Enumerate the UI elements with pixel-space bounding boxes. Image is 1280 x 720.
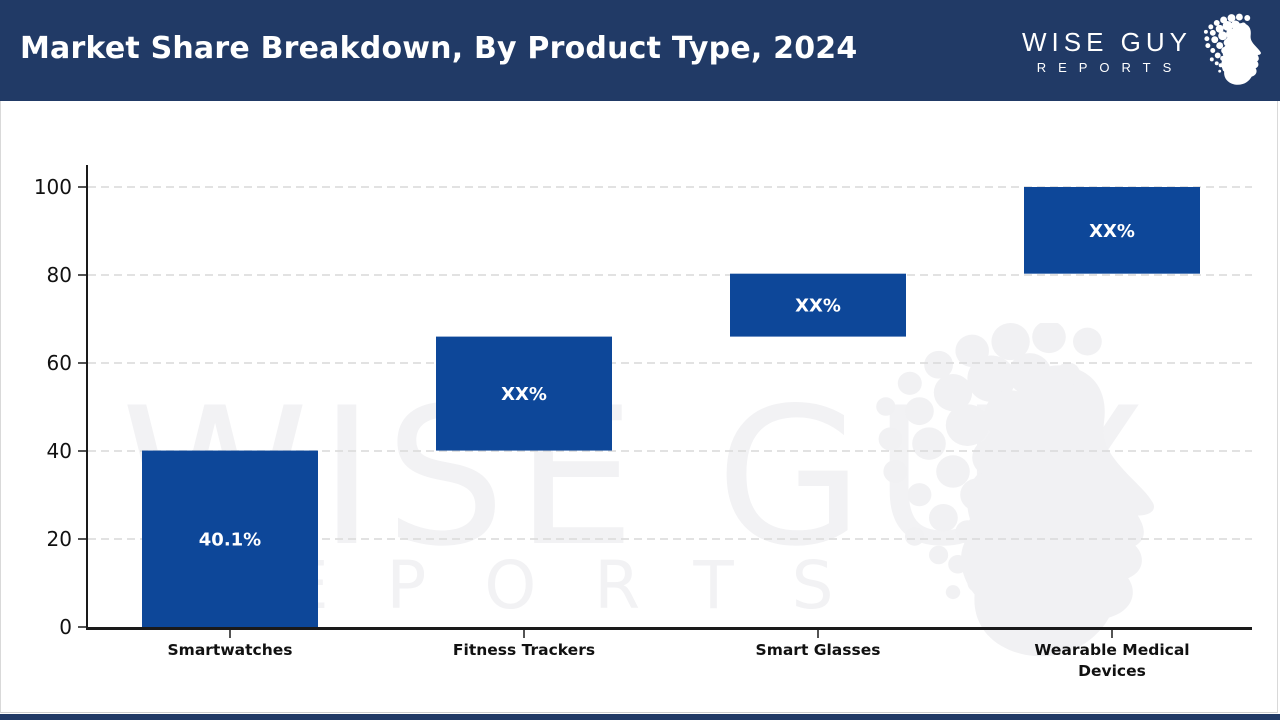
chart-region: WISE GUY REPORTS bbox=[0, 101, 1278, 713]
logo-text: WISE GUY REPORTS bbox=[1022, 28, 1192, 75]
logo-subtitle: REPORTS bbox=[1036, 59, 1184, 75]
logo-wise-guy-reports: WISE GUY REPORTS bbox=[1022, 6, 1266, 98]
chart-title: Market Share Breakdown, By Product Type,… bbox=[20, 31, 858, 66]
logo-head-icon bbox=[1203, 13, 1261, 85]
watermark-head-icon bbox=[876, 323, 1154, 657]
header: Market Share Breakdown, By Product Type,… bbox=[0, 0, 1280, 101]
footer-bar bbox=[0, 714, 1280, 720]
watermark-reports: REPORTS bbox=[183, 547, 892, 624]
logo-wordmark: WISE GUY bbox=[1021, 27, 1192, 57]
